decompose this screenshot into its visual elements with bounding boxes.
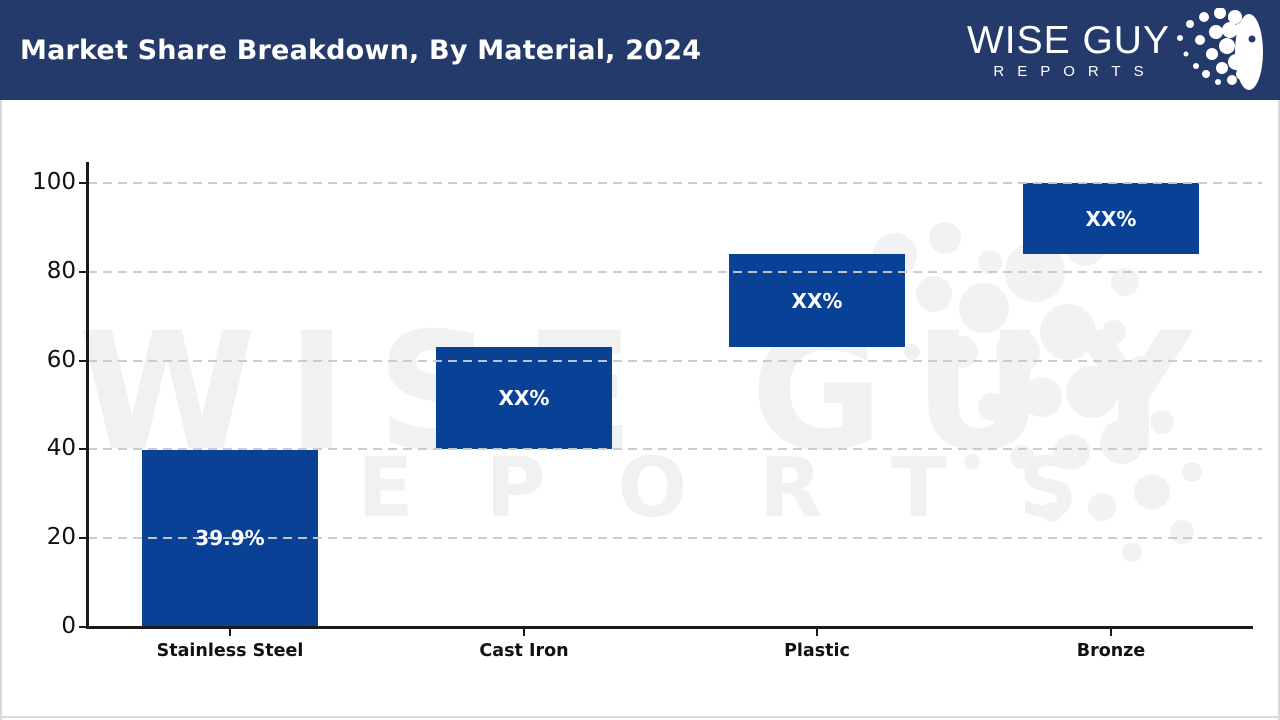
card-border-left [0, 100, 2, 720]
logo-eye-dot [1248, 35, 1256, 43]
watermark-line2: REPORTS [222, 441, 1150, 536]
gridline-40 [88, 448, 1262, 451]
wiseguy-logo: WISE GUY REPORTS [967, 8, 1264, 92]
y-tick-mark [79, 359, 88, 362]
header-bar: Market Share Breakdown, By Material, 202… [0, 0, 1280, 100]
bar-value-label-cast-iron: XX% [498, 386, 550, 411]
x-tick-mark [816, 627, 818, 636]
card-border-right [1278, 100, 1280, 720]
gridline-100 [88, 182, 1262, 184]
y-tick-label-100: 100 [32, 169, 76, 195]
x-tick-mark [523, 627, 525, 636]
bar-value-label-bronze: XX% [1085, 206, 1137, 231]
watermark-head-dots-icon [872, 222, 1202, 562]
card-border-bottom [0, 716, 1280, 718]
page-title: Market Share Breakdown, By Material, 202… [20, 34, 702, 66]
x-category-label-cast-iron: Cast Iron [479, 641, 569, 661]
y-tick-label-40: 40 [46, 435, 76, 462]
x-axis-line [86, 626, 1253, 629]
y-tick-mark [79, 448, 88, 451]
x-category-label-plastic: Plastic [784, 641, 850, 661]
y-tick-mark [79, 626, 88, 628]
bar-bronze [1023, 183, 1199, 255]
y-tick-mark [79, 270, 88, 273]
y-tick-label-60: 60 [46, 346, 76, 373]
plot-area: 39.9% Stainless Steel XX% Cast Iron XX% Plast… [0, 100, 1280, 720]
wiseguy-logo-text: WISE GUY REPORTS [967, 21, 1170, 80]
logo-wordmark: WISE GUY [966, 18, 1170, 62]
y-tick-label-0: 0 [61, 613, 76, 639]
y-tick-label-80: 80 [46, 257, 76, 284]
wiseguy-head-logo-icon [1177, 8, 1263, 90]
x-category-label-stainless-steel: Stainless Steel [156, 641, 304, 661]
y-tick-mark [79, 537, 88, 540]
y-axis-line [86, 162, 89, 628]
y-tick-label-20: 20 [46, 524, 76, 551]
x-tick-mark [229, 627, 231, 636]
y-tick-mark [79, 182, 88, 184]
bar-value-label-stainless-steel: 39.9% [195, 526, 265, 551]
gridline-20 [88, 537, 1262, 540]
bar-cast-iron [436, 347, 612, 450]
gridline-60 [88, 359, 1262, 362]
x-tick-mark [1110, 627, 1112, 636]
x-category-label-bronze: Bronze [1076, 641, 1146, 661]
bar-plastic [729, 254, 905, 348]
bar-value-label-plastic: XX% [791, 288, 843, 313]
logo-subtitle: REPORTS [993, 62, 1157, 80]
gridline-80 [88, 270, 1262, 273]
